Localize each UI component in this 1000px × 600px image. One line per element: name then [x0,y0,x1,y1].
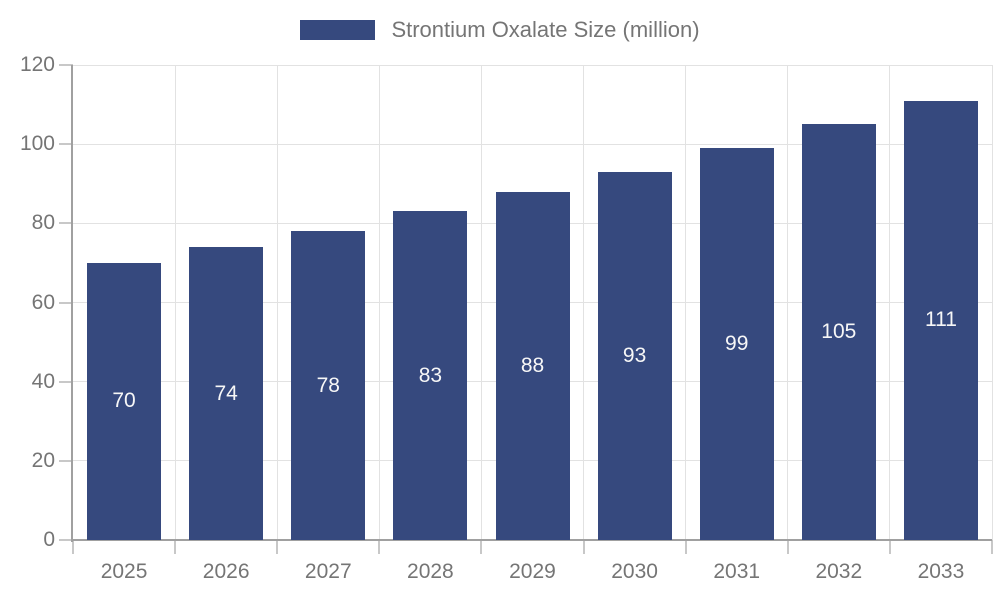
y-tick-mark [59,539,73,541]
h-gridline [73,143,992,145]
bar-value-label: 83 [418,363,443,387]
bar-value-label: 70 [112,389,136,413]
bar: 93 [597,171,672,540]
x-tick-label: 2028 [407,560,454,583]
x-tick-mark [378,540,381,554]
bar-value-label: 93 [622,343,647,367]
bar-value-label: 78 [316,373,340,397]
v-gridline [276,65,278,540]
v-gridline [583,65,585,540]
h-gridline [73,64,992,66]
x-tick-mark [276,540,279,554]
bar-value-label: 88 [520,353,545,377]
y-tick-label: 80 [31,211,55,235]
y-axis-line [71,65,73,542]
bar: 83 [393,211,468,540]
y-tick-mark [59,143,73,146]
y-tick-label: 100 [19,132,55,156]
x-tick-label: 2026 [202,560,250,583]
v-gridline [480,65,482,540]
x-tick-label: 2032 [815,560,863,583]
bar-value-label: 105 [821,320,857,344]
legend-swatch [300,20,376,40]
y-tick-label: 0 [43,528,55,551]
v-gridline [889,65,891,540]
y-tick-mark [59,301,73,304]
v-gridline [174,65,176,540]
legend: Strontium Oxalate Size (million) [0,15,1000,45]
bar: 78 [291,231,366,540]
x-tick-label: 2025 [100,560,148,583]
x-tick-mark [582,540,585,554]
x-tick-label: 2033 [917,560,965,583]
bar: 70 [87,262,162,540]
x-tick-mark [684,540,687,554]
y-tick-mark [59,380,73,383]
bar: 99 [699,148,774,540]
bar: 105 [801,124,876,540]
bar: 74 [189,247,264,540]
bar: 111 [903,100,978,540]
x-tick-mark [174,540,177,554]
bar-value-label: 111 [924,308,957,332]
y-tick-label: 40 [31,369,55,393]
x-tick-mark [786,540,789,554]
x-tick-mark [72,540,74,554]
v-gridline [378,65,380,540]
y-tick-mark [59,64,73,66]
x-tick-mark [888,540,891,554]
x-tick-label: 2027 [304,560,352,583]
v-gridline [787,65,789,540]
y-tick-mark [59,459,73,462]
x-tick-label: 2030 [611,560,658,583]
v-gridline [685,65,687,540]
v-gridline [991,65,993,540]
y-tick-label: 60 [31,290,55,314]
x-tick-label: 2029 [509,560,556,583]
bar: 88 [495,191,570,540]
x-tick-label: 2031 [713,560,761,583]
x-tick-mark [991,540,993,554]
y-tick-mark [59,222,73,225]
y-tick-label: 120 [19,53,55,76]
bar-value-label: 74 [214,381,238,405]
legend-label: Strontium Oxalate Size (million) [391,17,700,42]
y-tick-label: 20 [31,448,55,472]
x-tick-mark [480,540,483,554]
bar-value-label: 99 [725,332,749,356]
x-axis-line [71,539,992,541]
